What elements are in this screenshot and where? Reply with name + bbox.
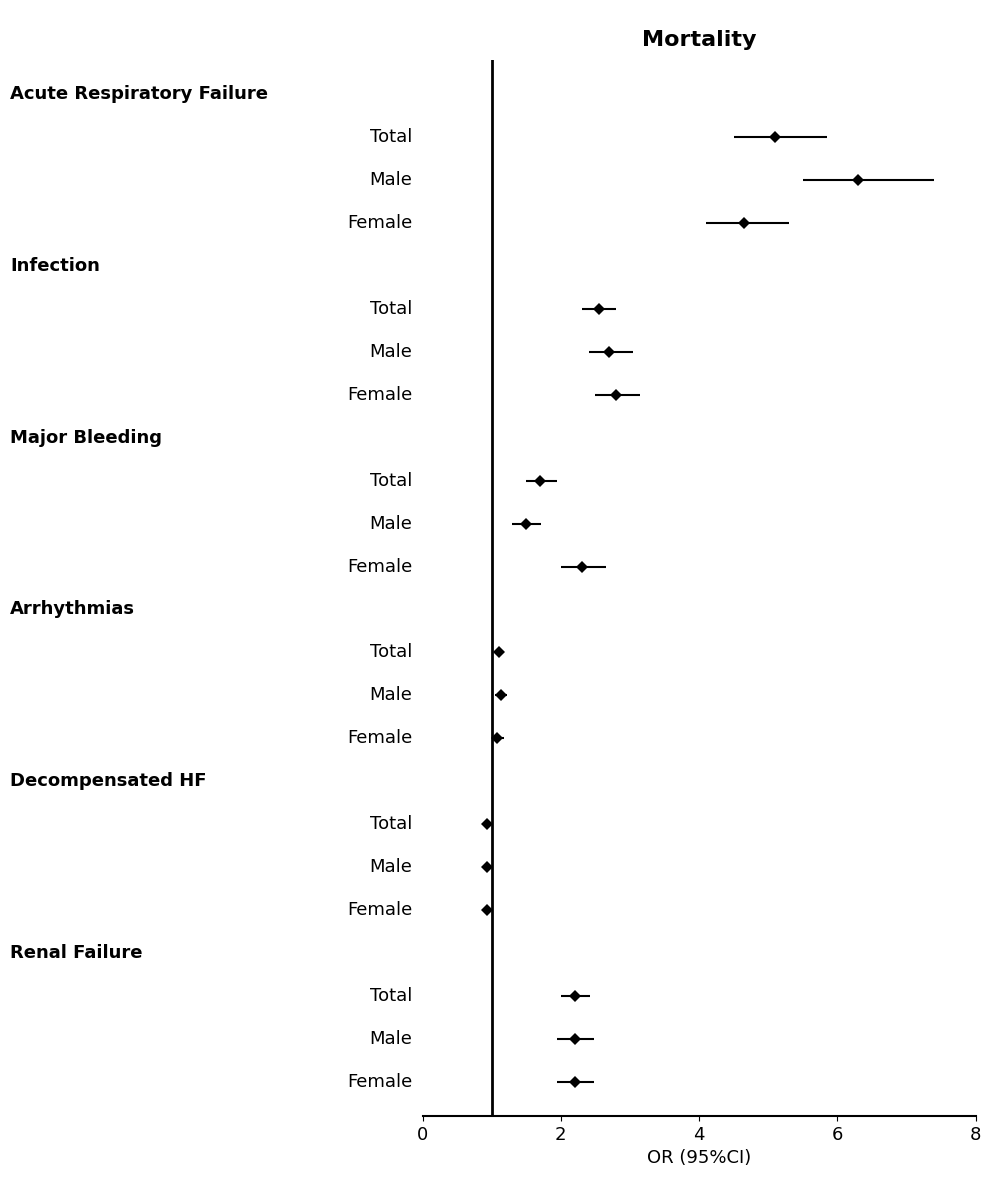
Text: Major Bleeding: Major Bleeding — [10, 428, 162, 446]
Text: Female: Female — [347, 558, 412, 576]
Text: Arrhythmias: Arrhythmias — [10, 600, 135, 618]
Text: Total: Total — [370, 472, 412, 490]
Text: Male: Male — [369, 172, 412, 190]
Text: Decompensated HF: Decompensated HF — [10, 772, 206, 790]
Text: Female: Female — [347, 730, 412, 748]
Text: Mortality: Mortality — [642, 30, 757, 50]
Text: Total: Total — [370, 128, 412, 146]
Text: Total: Total — [370, 643, 412, 661]
Text: Total: Total — [370, 815, 412, 833]
Text: Renal Failure: Renal Failure — [10, 944, 143, 962]
Text: Acute Respiratory Failure: Acute Respiratory Failure — [10, 85, 268, 103]
Text: Total: Total — [370, 300, 412, 318]
X-axis label: OR (95%CI): OR (95%CI) — [647, 1150, 751, 1168]
Text: Male: Male — [369, 343, 412, 361]
Text: Female: Female — [347, 901, 412, 919]
Text: Male: Male — [369, 686, 412, 704]
Text: Male: Male — [369, 1030, 412, 1048]
Text: Female: Female — [347, 386, 412, 404]
Text: Female: Female — [347, 214, 412, 232]
Text: Infection: Infection — [10, 257, 100, 275]
Text: Female: Female — [347, 1073, 412, 1091]
Text: Male: Male — [369, 858, 412, 876]
Text: Male: Male — [369, 515, 412, 533]
Text: Total: Total — [370, 986, 412, 1004]
